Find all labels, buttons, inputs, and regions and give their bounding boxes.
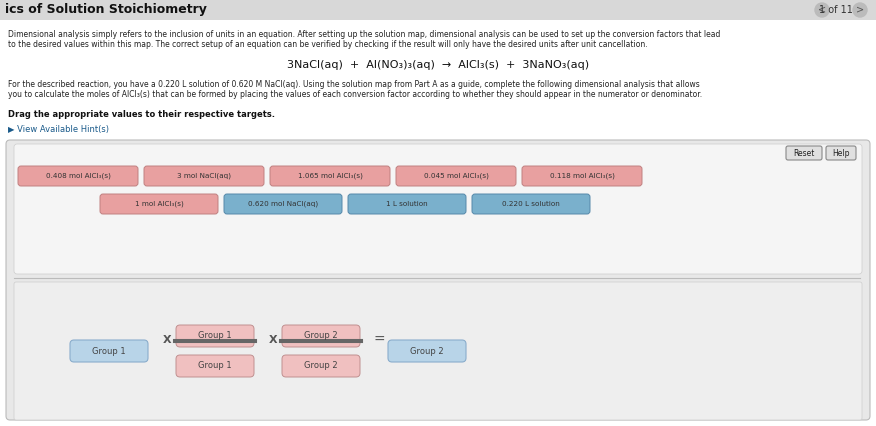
Text: 1 of 11: 1 of 11 — [819, 5, 853, 15]
Text: ▶ View Available Hint(s): ▶ View Available Hint(s) — [8, 125, 109, 134]
FancyBboxPatch shape — [396, 166, 516, 186]
FancyBboxPatch shape — [176, 355, 254, 377]
Text: Group 1: Group 1 — [198, 362, 232, 371]
FancyBboxPatch shape — [224, 194, 342, 214]
FancyBboxPatch shape — [826, 146, 856, 160]
Text: Group 2: Group 2 — [304, 331, 338, 340]
FancyBboxPatch shape — [786, 146, 822, 160]
Text: 0.118 mol AlCl₃(s): 0.118 mol AlCl₃(s) — [549, 173, 614, 179]
Text: <: < — [818, 5, 826, 15]
Text: Group 1: Group 1 — [92, 346, 126, 356]
FancyBboxPatch shape — [6, 140, 870, 420]
FancyBboxPatch shape — [100, 194, 218, 214]
Text: 1.065 mol AlCl₃(s): 1.065 mol AlCl₃(s) — [298, 173, 363, 179]
FancyBboxPatch shape — [348, 194, 466, 214]
FancyBboxPatch shape — [472, 194, 590, 214]
Text: 0.220 L solution: 0.220 L solution — [502, 201, 560, 207]
Text: Group 2: Group 2 — [304, 362, 338, 371]
Circle shape — [853, 3, 867, 17]
Text: X: X — [269, 335, 278, 345]
FancyBboxPatch shape — [0, 20, 876, 426]
FancyBboxPatch shape — [18, 166, 138, 186]
FancyBboxPatch shape — [0, 0, 876, 20]
FancyBboxPatch shape — [282, 325, 360, 347]
Text: Drag the appropriate values to their respective targets.: Drag the appropriate values to their res… — [8, 110, 275, 119]
Text: Dimensional analysis simply refers to the inclusion of units in an equation. Aft: Dimensional analysis simply refers to th… — [8, 30, 720, 39]
FancyBboxPatch shape — [70, 340, 148, 362]
Text: Help: Help — [832, 149, 850, 158]
Text: 0.620 mol NaCl(aq): 0.620 mol NaCl(aq) — [248, 201, 318, 207]
FancyBboxPatch shape — [14, 144, 862, 274]
Text: 0.045 mol AlCl₃(s): 0.045 mol AlCl₃(s) — [424, 173, 489, 179]
Circle shape — [815, 3, 829, 17]
FancyBboxPatch shape — [522, 166, 642, 186]
FancyBboxPatch shape — [176, 325, 254, 347]
Text: Reset: Reset — [794, 149, 815, 158]
FancyBboxPatch shape — [270, 166, 390, 186]
Text: =: = — [373, 333, 385, 347]
Text: 3NaCl(aq)  +  Al(NO₃)₃(aq)  →  AlCl₃(s)  +  3NaNO₃(aq): 3NaCl(aq) + Al(NO₃)₃(aq) → AlCl₃(s) + 3N… — [287, 60, 589, 70]
Text: X: X — [163, 335, 172, 345]
Text: ics of Solution Stoichiometry: ics of Solution Stoichiometry — [5, 3, 207, 17]
Text: to the desired values within this map. The correct setup of an equation can be v: to the desired values within this map. T… — [8, 40, 647, 49]
Text: you to calculate the moles of AlCl₃(s) that can be formed by placing the values : you to calculate the moles of AlCl₃(s) t… — [8, 90, 703, 99]
Text: >: > — [856, 5, 864, 15]
FancyBboxPatch shape — [388, 340, 466, 362]
Text: 0.408 mol AlCl₃(s): 0.408 mol AlCl₃(s) — [46, 173, 110, 179]
Text: For the described reaction, you have a 0.220 L solution of 0.620 M NaCl(aq). Usi: For the described reaction, you have a 0… — [8, 80, 700, 89]
Text: 3 mol NaCl(aq): 3 mol NaCl(aq) — [177, 173, 231, 179]
FancyBboxPatch shape — [14, 282, 862, 420]
Text: 1 mol AlCl₃(s): 1 mol AlCl₃(s) — [135, 201, 183, 207]
FancyBboxPatch shape — [282, 355, 360, 377]
Text: Group 2: Group 2 — [410, 346, 444, 356]
Text: 1 L solution: 1 L solution — [386, 201, 427, 207]
Text: Group 1: Group 1 — [198, 331, 232, 340]
FancyBboxPatch shape — [144, 166, 264, 186]
